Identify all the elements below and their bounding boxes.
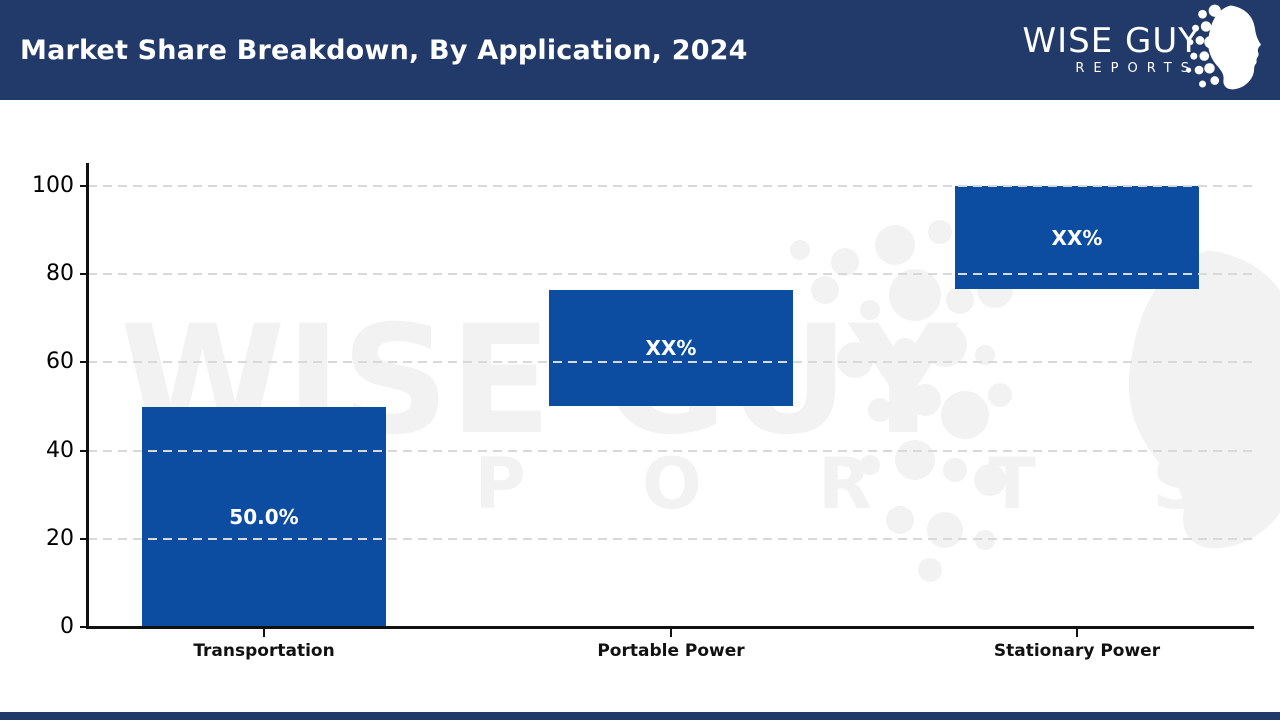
bar-stationary-power: XX% — [955, 186, 1199, 290]
bar-transportation: 50.0% — [142, 406, 386, 627]
logo-wordmark: WISE GUY — [1022, 21, 1200, 61]
chart-area: WISE GUY R E P O R T S — [0, 100, 1280, 712]
header-bar: Market Share Breakdown, By Application, … — [0, 0, 1280, 100]
bar-value-label: XX% — [645, 336, 697, 361]
page-title: Market Share Breakdown, By Application, … — [20, 34, 748, 66]
logo-subtitle: REPORTS — [1075, 61, 1198, 76]
bar-portable-power: XX% — [549, 289, 793, 407]
logo-face-icon — [1185, 4, 1262, 90]
brand-logo-text: WISE GUY REPORTS — [1022, 24, 1200, 76]
footer-bar — [0, 712, 1280, 720]
brand-logo: WISE GUY REPORTS — [1022, 2, 1266, 98]
bar-value-label: XX% — [1051, 225, 1103, 250]
bars-layer: 50.0% XX% XX% — [0, 100, 1280, 712]
bar-value-label: 50.0% — [229, 504, 299, 529]
